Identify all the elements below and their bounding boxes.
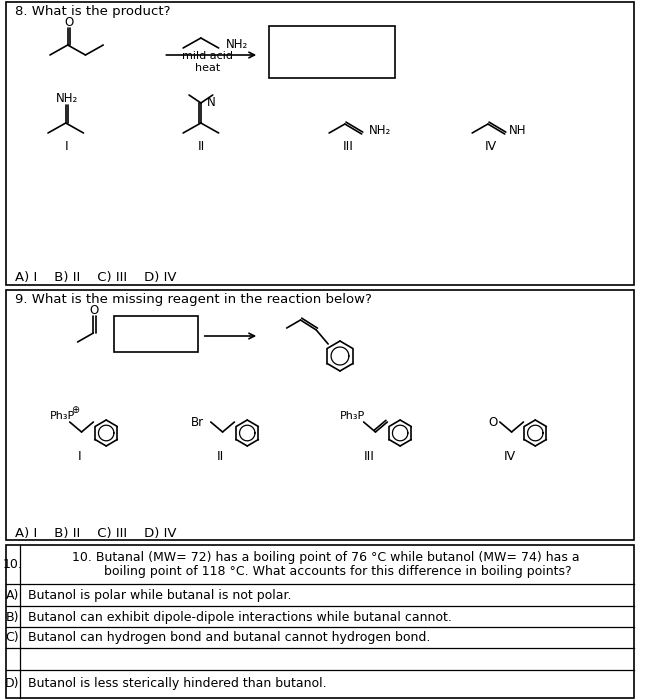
Text: O: O [90, 304, 99, 316]
Text: NH₂: NH₂ [226, 38, 248, 52]
Text: A): A) [6, 589, 19, 601]
Text: Butanol is polar while butanal is not polar.: Butanol is polar while butanal is not po… [28, 589, 292, 601]
Text: III: III [342, 139, 353, 153]
Text: D): D) [5, 678, 19, 690]
Text: 8. What is the product?: 8. What is the product? [16, 6, 171, 18]
Text: Butanol is less sterically hindered than butanol.: Butanol is less sterically hindered than… [28, 678, 327, 690]
Text: A) I    B) II    C) III    D) IV: A) I B) II C) III D) IV [16, 526, 177, 540]
Text: I: I [65, 139, 69, 153]
Text: IV: IV [485, 139, 497, 153]
Text: NH₂: NH₂ [369, 125, 391, 137]
Text: O: O [64, 15, 73, 29]
Text: II: II [198, 139, 206, 153]
Text: ⊕: ⊕ [72, 405, 80, 415]
Text: III: III [364, 449, 375, 463]
Text: NH: NH [509, 125, 526, 137]
Text: IV: IV [503, 449, 516, 463]
Text: B): B) [6, 610, 19, 624]
Text: A) I    B) II    C) III    D) IV: A) I B) II C) III D) IV [16, 272, 177, 284]
Text: Ph₃P: Ph₃P [340, 411, 365, 421]
Text: Br: Br [191, 416, 204, 428]
Text: II: II [217, 449, 225, 463]
Text: NH₂: NH₂ [56, 92, 78, 104]
Bar [269, 26, 395, 78]
Bar [6, 2, 634, 285]
Text: 9. What is the missing reagent in the reaction below?: 9. What is the missing reagent in the re… [16, 293, 372, 307]
Text: O: O [488, 416, 497, 428]
Text: mild acid
heat: mild acid heat [182, 51, 234, 73]
Text: N: N [207, 97, 215, 109]
Text: Butanol can exhibit dipole-dipole interactions while butanal cannot.: Butanol can exhibit dipole-dipole intera… [28, 610, 452, 624]
Text: Ph₃P: Ph₃P [50, 411, 75, 421]
Bar [114, 316, 198, 352]
Text: I: I [78, 449, 82, 463]
Text: Butanol can hydrogen bond and butanal cannot hydrogen bond.: Butanol can hydrogen bond and butanal ca… [28, 631, 431, 645]
Text: C): C) [6, 631, 19, 645]
Bar [6, 290, 634, 540]
Bar [6, 545, 634, 698]
Text: 10.: 10. [3, 557, 23, 570]
Text: 10. Butanal (MW= 72) has a boiling point of 76 °C while butanol (MW= 74) has a: 10. Butanal (MW= 72) has a boiling point… [72, 550, 580, 564]
Text: boiling point of 118 °C. What accounts for this difference in boiling points?: boiling point of 118 °C. What accounts f… [80, 566, 572, 578]
